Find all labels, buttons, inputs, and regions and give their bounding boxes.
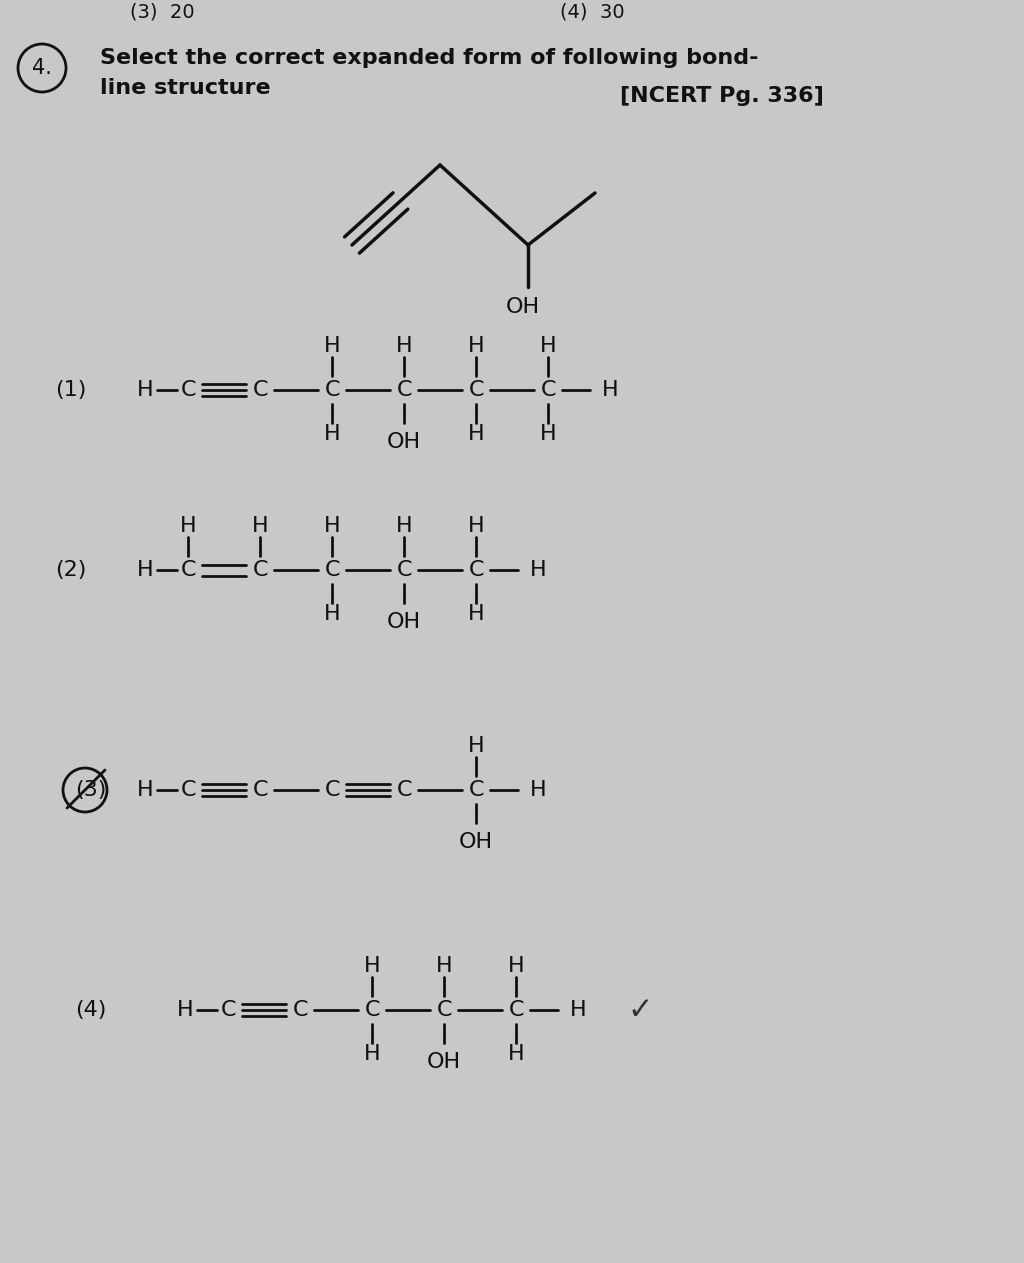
Text: C: C [468, 560, 483, 580]
Text: H: H [435, 956, 453, 976]
Text: C: C [180, 560, 196, 580]
Text: 4.: 4. [32, 58, 52, 78]
Text: OH: OH [506, 297, 540, 317]
Text: H: H [136, 781, 154, 799]
Text: C: C [396, 380, 412, 400]
Text: (3): (3) [75, 781, 106, 799]
Text: C: C [325, 560, 340, 580]
Text: OH: OH [459, 832, 494, 853]
Text: H: H [468, 736, 484, 757]
Text: C: C [468, 380, 483, 400]
Text: C: C [252, 560, 267, 580]
Text: C: C [508, 1000, 523, 1021]
Text: H: H [324, 424, 340, 445]
Text: H: H [324, 517, 340, 536]
Text: H: H [570, 1000, 587, 1021]
Text: C: C [325, 380, 340, 400]
Text: OH: OH [427, 1052, 461, 1072]
Text: C: C [180, 380, 196, 400]
Text: H: H [530, 560, 547, 580]
Text: OH: OH [387, 432, 421, 452]
Text: ✓: ✓ [628, 995, 652, 1024]
Text: H: H [468, 604, 484, 624]
Text: H: H [364, 1045, 380, 1063]
Text: H: H [508, 956, 524, 976]
Text: H: H [395, 517, 413, 536]
Text: H: H [468, 424, 484, 445]
Text: [NCERT Pg. 336]: [NCERT Pg. 336] [620, 86, 824, 106]
Text: (2): (2) [55, 560, 86, 580]
Text: (4): (4) [75, 1000, 106, 1021]
Text: C: C [365, 1000, 380, 1021]
Text: C: C [180, 781, 196, 799]
Text: (1): (1) [55, 380, 86, 400]
Text: H: H [602, 380, 618, 400]
Text: H: H [177, 1000, 194, 1021]
Text: H: H [468, 336, 484, 356]
Text: C: C [541, 380, 556, 400]
Text: H: H [324, 604, 340, 624]
Text: H: H [468, 517, 484, 536]
Text: C: C [436, 1000, 452, 1021]
Text: C: C [325, 781, 340, 799]
Text: H: H [179, 517, 197, 536]
Text: (3)  20: (3) 20 [130, 3, 195, 21]
Text: H: H [530, 781, 547, 799]
Text: C: C [220, 1000, 236, 1021]
Text: H: H [540, 424, 556, 445]
Text: H: H [252, 517, 268, 536]
Text: C: C [252, 781, 267, 799]
Text: H: H [508, 1045, 524, 1063]
Text: C: C [292, 1000, 308, 1021]
Text: H: H [136, 560, 154, 580]
Text: H: H [364, 956, 380, 976]
Text: C: C [396, 781, 412, 799]
Text: C: C [396, 560, 412, 580]
Text: H: H [540, 336, 556, 356]
Text: (4)  30: (4) 30 [560, 3, 625, 21]
Text: H: H [136, 380, 154, 400]
Text: H: H [324, 336, 340, 356]
Text: Select the correct expanded form of following bond-: Select the correct expanded form of foll… [100, 48, 759, 68]
Text: line structure: line structure [100, 78, 270, 99]
Text: C: C [468, 781, 483, 799]
Text: H: H [395, 336, 413, 356]
Text: C: C [252, 380, 267, 400]
Text: OH: OH [387, 613, 421, 632]
